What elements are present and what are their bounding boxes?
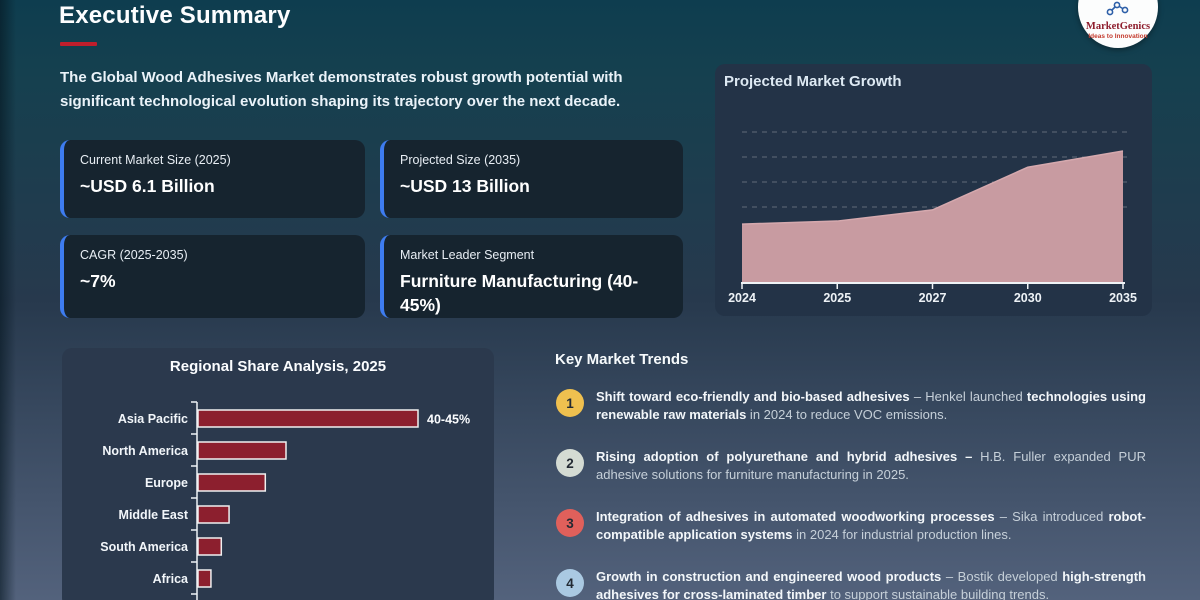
stat-label: Projected Size (2035)	[400, 153, 521, 167]
logo-content: MarketGenics Ideas to Innovation	[1078, 1, 1158, 41]
stat-card-projected-size: Projected Size (2035) ~USD 13 Billion	[380, 140, 683, 218]
stat-value: ~7%	[80, 271, 116, 291]
bar	[197, 505, 230, 524]
trend-segment: in 2024 for industrial production lines.	[792, 527, 1012, 542]
intro-text: The Global Wood Adhesives Market demonst…	[60, 69, 623, 110]
stat-value: Furniture Manufacturing (40-45%)	[400, 271, 639, 315]
stat-card-market-leader-segment: Market Leader Segment Furniture Manufact…	[380, 235, 683, 318]
bar-category-label: Africa	[153, 572, 189, 586]
trends-heading: Key Market Trends	[555, 351, 689, 368]
trend-segment: – Sika introduced	[994, 509, 1109, 524]
trend-text: Shift toward eco-friendly and bio-based …	[596, 388, 1146, 424]
x-axis-tick-label: 2035	[1109, 291, 1137, 305]
trend-segment: – Bostik developed	[941, 569, 1063, 584]
stat-value: ~USD 6.1 Billion	[80, 176, 215, 196]
trend-text: Rising adoption of polyurethane and hybr…	[596, 448, 1146, 484]
trend-item-3: 3 Integration of adhesives in automated …	[556, 508, 1146, 544]
stat-label: Current Market Size (2025)	[80, 153, 231, 167]
x-axis-tick-label: 2027	[919, 291, 947, 305]
bar-category-label: Asia Pacific	[118, 412, 188, 426]
logo-tagline: Ideas to Innovation	[1088, 33, 1148, 40]
trend-segment: Growth in construction and engineered wo…	[596, 569, 942, 584]
stat-label: Market Leader Segment	[400, 248, 535, 262]
trend-segment: Rising adoption of polyurethane and hybr…	[596, 449, 973, 464]
x-axis-tick-label: 2024	[728, 291, 756, 305]
trend-number-badge: 3	[556, 509, 584, 537]
x-axis-tick-label: 2025	[823, 291, 851, 305]
trend-number-badge: 4	[556, 569, 584, 597]
stat-label: CAGR (2025-2035)	[80, 248, 188, 262]
trend-segment: technologies using renewable raw materia…	[596, 389, 1146, 422]
title-underline	[60, 42, 97, 46]
bar-category-label: North America	[102, 444, 189, 458]
growth-chart-title: Projected Market Growth	[724, 73, 902, 90]
trends-list: 1 Shift toward eco-friendly and bio-base…	[556, 388, 1146, 600]
bar	[197, 569, 212, 588]
bar	[197, 409, 419, 428]
trend-segment: in 2024 to reduce VOC emissions.	[746, 407, 948, 422]
trend-segment: robot-compatible application systems	[596, 509, 1146, 542]
trend-segment: to support sustainable building trends.	[826, 587, 1050, 600]
trend-segment: Shift toward eco-friendly and bio-based …	[596, 389, 910, 404]
logo-name: MarketGenics	[1085, 21, 1151, 32]
stat-value: ~USD 13 Billion	[400, 176, 530, 196]
page-title: Executive Summary	[59, 2, 291, 29]
trend-number-badge: 2	[556, 449, 584, 477]
trend-segment: – Henkel launched	[909, 389, 1027, 404]
bar-category-label: South America	[100, 540, 189, 554]
stat-card-cagr: CAGR (2025-2035) ~7%	[60, 235, 365, 318]
bar	[197, 473, 267, 492]
left-edge-shade	[0, 0, 16, 600]
trend-item-1: 1 Shift toward eco-friendly and bio-base…	[556, 388, 1146, 424]
projected-growth-card: 2024 2025 2027 2030 2035 Projected Market Gr…	[715, 64, 1152, 316]
bar-category-label: Europe	[145, 476, 188, 490]
trend-text: Integration of adhesives in automated wo…	[596, 508, 1146, 544]
trend-segment: Integration of adhesives in automated wo…	[596, 509, 995, 524]
projected-growth-chart: 2024 2025 2027 2030 2035	[728, 131, 1137, 305]
molecule-icon	[1106, 1, 1129, 16]
regional-chart-title: Regional Share Analysis, 2025	[169, 358, 387, 375]
trend-number-badge: 1	[556, 389, 584, 417]
trend-segment: high-strength adhesives for cross-lamina…	[596, 569, 1146, 600]
bar-data-label: 40-45%	[427, 413, 470, 427]
bar-category-label: Middle East	[119, 508, 189, 522]
trend-item-4: 4 Growth in construction and engineered …	[556, 568, 1146, 600]
bar	[197, 537, 223, 556]
trend-segment: H.B. Fuller expanded PUR adhesive soluti…	[596, 449, 1146, 482]
bar	[197, 441, 287, 460]
stat-card-current-market-size: Current Market Size (2025) ~USD 6.1 Bill…	[60, 140, 365, 218]
regional-share-chart: Asia Pacific 40-45% North America Europe Mid…	[100, 401, 470, 600]
marketgenics-logo: MarketGenics Ideas to Innovation	[1078, 0, 1158, 48]
regional-share-card: Regional Share Analysis, 2025 Asia Pacif…	[62, 348, 494, 600]
trend-item-2: 2 Rising adoption of polyurethane and hy…	[556, 448, 1146, 484]
x-axis-tick-label: 2030	[1014, 291, 1042, 305]
trend-text: Growth in construction and engineered wo…	[596, 568, 1146, 600]
